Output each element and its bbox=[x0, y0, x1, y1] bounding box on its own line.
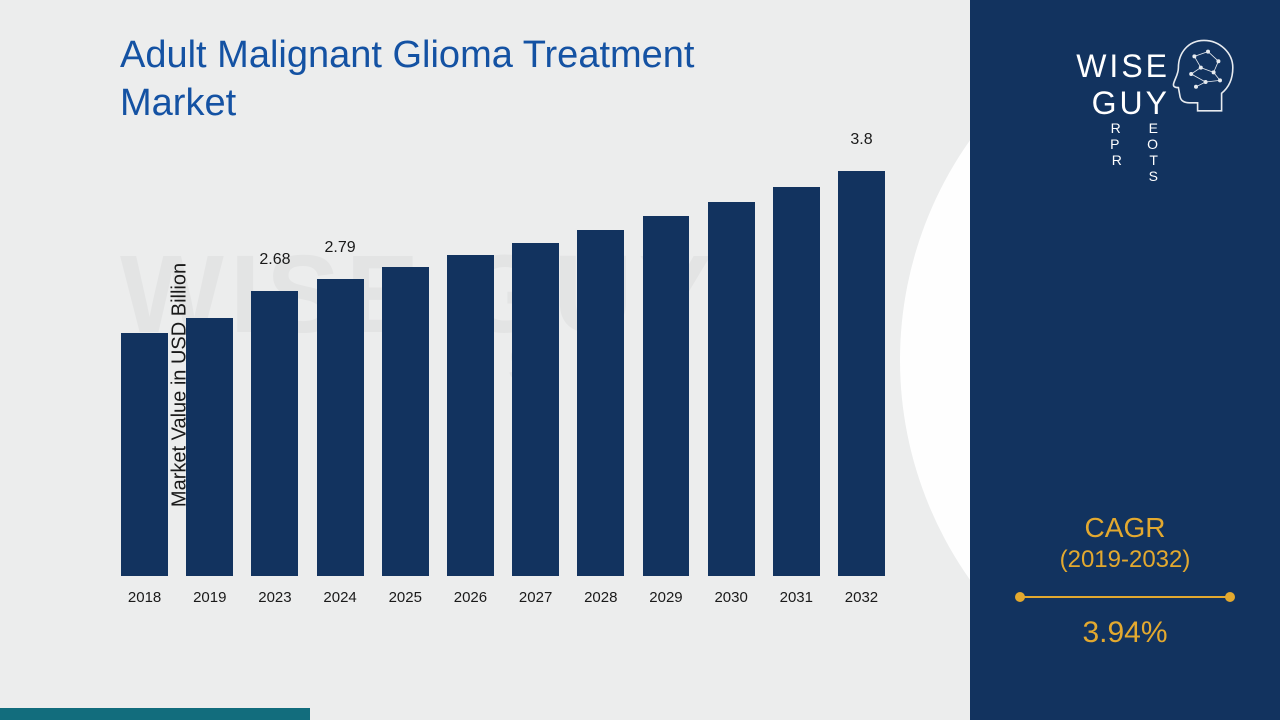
xtick-2023: 2023 bbox=[242, 589, 307, 606]
bar-rect bbox=[577, 230, 624, 576]
head-network-icon bbox=[1164, 34, 1244, 114]
x-axis-ticks: 2018201920232024202520262027202820292030… bbox=[108, 589, 898, 606]
bar-rect bbox=[512, 243, 559, 576]
bar-rect bbox=[186, 318, 233, 576]
bar-rect bbox=[708, 202, 755, 576]
bars-container: 2.68 2.79 3.8 bbox=[108, 150, 898, 576]
cagr-value: 3.94% bbox=[1010, 616, 1240, 650]
xtick-2032: 2032 bbox=[829, 589, 894, 606]
bar-rect bbox=[838, 171, 885, 576]
bar-chart: Market Value in USD Billion 2.682.793.8 … bbox=[78, 150, 898, 620]
bar-rect bbox=[382, 267, 429, 576]
bar-2025 bbox=[373, 150, 438, 576]
cagr-period: (2019-2032) bbox=[1010, 546, 1240, 574]
logo-line1: WISE GUY bbox=[1076, 48, 1170, 122]
bar-2018 bbox=[112, 150, 177, 576]
xtick-2025: 2025 bbox=[373, 589, 438, 606]
bottom-accent-bar bbox=[0, 708, 310, 720]
xtick-2030: 2030 bbox=[699, 589, 764, 606]
xtick-2031: 2031 bbox=[764, 589, 829, 606]
xtick-2024: 2024 bbox=[308, 589, 373, 606]
cagr-block: CAGR (2019-2032) 3.94% bbox=[1010, 512, 1240, 650]
xtick-2029: 2029 bbox=[633, 589, 698, 606]
bar-rect bbox=[251, 291, 298, 576]
bar-rect bbox=[121, 333, 168, 576]
cagr-label: CAGR bbox=[1010, 512, 1240, 544]
bar-rect bbox=[773, 187, 820, 576]
bar-2023: 2.68 bbox=[242, 150, 307, 576]
xtick-2019: 2019 bbox=[177, 589, 242, 606]
xtick-2018: 2018 bbox=[112, 589, 177, 606]
bar-rect bbox=[447, 255, 494, 576]
xtick-2028: 2028 bbox=[568, 589, 633, 606]
bar-2026 bbox=[438, 150, 503, 576]
bar-value-label: 2.68 bbox=[259, 251, 290, 269]
bar-2030 bbox=[699, 150, 764, 576]
xtick-2026: 2026 bbox=[438, 589, 503, 606]
bar-2031 bbox=[764, 150, 829, 576]
chart-title: Adult Malignant Glioma Treatment Market bbox=[120, 32, 820, 127]
xtick-2027: 2027 bbox=[503, 589, 568, 606]
logo-line2: R E P O R T S bbox=[1076, 120, 1170, 184]
bar-2024: 2.79 bbox=[308, 150, 373, 576]
bar-2019 bbox=[177, 150, 242, 576]
plot-area: 2.68 2.79 3.8 bbox=[108, 150, 898, 576]
bar-rect bbox=[643, 216, 690, 576]
cagr-divider bbox=[1020, 596, 1230, 598]
bar-2028 bbox=[568, 150, 633, 576]
bar-2029 bbox=[633, 150, 698, 576]
bar-rect bbox=[317, 279, 364, 576]
bar-2027 bbox=[503, 150, 568, 576]
bar-value-label: 2.79 bbox=[325, 239, 356, 257]
bar-2032: 3.8 bbox=[829, 150, 894, 576]
bar-value-label: 3.8 bbox=[850, 131, 872, 149]
report-graphic: WISE GUY REPORTS Adult Malignant Glioma … bbox=[0, 0, 1280, 720]
